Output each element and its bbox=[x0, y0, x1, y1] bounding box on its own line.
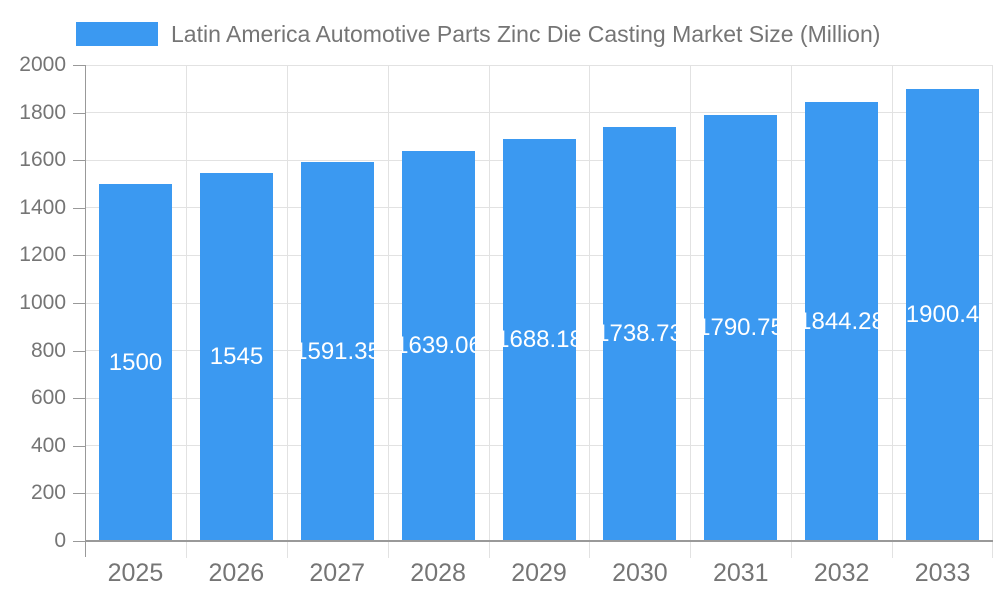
y-gridline bbox=[85, 112, 993, 114]
y-tick bbox=[73, 65, 85, 66]
bar-2033[interactable]: 1900.4 bbox=[906, 89, 979, 541]
y-tick-label: 0 bbox=[54, 529, 66, 552]
x-tick-label: 2027 bbox=[309, 559, 366, 587]
y-tick bbox=[73, 350, 85, 352]
y-tick bbox=[73, 493, 85, 495]
bar-2032[interactable]: 1844.28 bbox=[805, 102, 878, 541]
x-gridline bbox=[689, 65, 691, 558]
x-gridline bbox=[790, 65, 792, 558]
bar-2026[interactable]: 1545 bbox=[200, 173, 273, 541]
y-tick-label: 1600 bbox=[19, 148, 66, 172]
x-gridline bbox=[588, 65, 590, 558]
y-tick bbox=[73, 303, 85, 304]
y-tick-label: 600 bbox=[30, 386, 66, 410]
bar-value-label: 1900.4 bbox=[906, 301, 979, 328]
bar-2031[interactable]: 1790.75 bbox=[704, 115, 777, 541]
x-gridline bbox=[992, 65, 993, 558]
x-gridline bbox=[488, 65, 490, 558]
bar-value-label: 1790.75 bbox=[704, 314, 777, 341]
x-tick-label: 2026 bbox=[208, 559, 265, 587]
bar-2029[interactable]: 1688.18 bbox=[503, 139, 576, 541]
x-tick-label: 2030 bbox=[612, 559, 668, 587]
bar-2027[interactable]: 1591.35 bbox=[301, 162, 374, 541]
y-tick bbox=[73, 112, 85, 114]
y-tick bbox=[73, 255, 85, 257]
x-gridline bbox=[185, 65, 187, 558]
bar-2028[interactable]: 1639.06 bbox=[402, 151, 475, 541]
legend-swatch bbox=[76, 22, 158, 46]
y-tick bbox=[73, 445, 85, 447]
y-tick-label: 2000 bbox=[19, 53, 66, 76]
y-tick-label: 1200 bbox=[19, 243, 66, 267]
bar-value-label: 1545 bbox=[209, 343, 264, 370]
y-tick-label: 1400 bbox=[19, 195, 66, 219]
x-tick-label: 2025 bbox=[107, 559, 164, 587]
bar-value-label: 1591.35 bbox=[301, 337, 374, 365]
x-tick-label: 2028 bbox=[410, 559, 466, 587]
bar-value-label: 1639.06 bbox=[402, 332, 475, 359]
x-axis-line bbox=[85, 540, 993, 542]
bar-2025[interactable]: 1500 bbox=[99, 184, 172, 541]
y-tick bbox=[73, 398, 85, 400]
y-tick bbox=[73, 160, 85, 162]
y-axis-spine bbox=[85, 65, 86, 557]
x-tick-label: 2029 bbox=[511, 559, 567, 587]
y-tick-label: 800 bbox=[30, 338, 66, 362]
x-gridline bbox=[286, 65, 288, 558]
y-tick-label: 1000 bbox=[19, 291, 66, 314]
y-tick-label: 1800 bbox=[19, 100, 66, 124]
legend-label: Latin America Automotive Parts Zinc Die … bbox=[171, 20, 881, 47]
legend-item[interactable]: Latin America Automotive Parts Zinc Die … bbox=[76, 20, 881, 47]
y-tick-label: 200 bbox=[30, 481, 66, 505]
x-tick-label: 2033 bbox=[914, 559, 971, 587]
y-tick-label: 400 bbox=[30, 433, 66, 457]
x-gridline bbox=[387, 65, 389, 558]
bar-value-label: 1844.28 bbox=[805, 307, 878, 335]
y-tick bbox=[73, 541, 85, 542]
bar-value-label: 1500 bbox=[108, 348, 163, 376]
y-tick bbox=[73, 207, 85, 209]
y-gridline bbox=[85, 64, 993, 66]
x-tick-label: 2031 bbox=[712, 559, 769, 587]
bar-value-label: 1688.18 bbox=[503, 326, 576, 353]
x-tick-label: 2032 bbox=[813, 559, 870, 587]
x-gridline bbox=[891, 65, 893, 558]
